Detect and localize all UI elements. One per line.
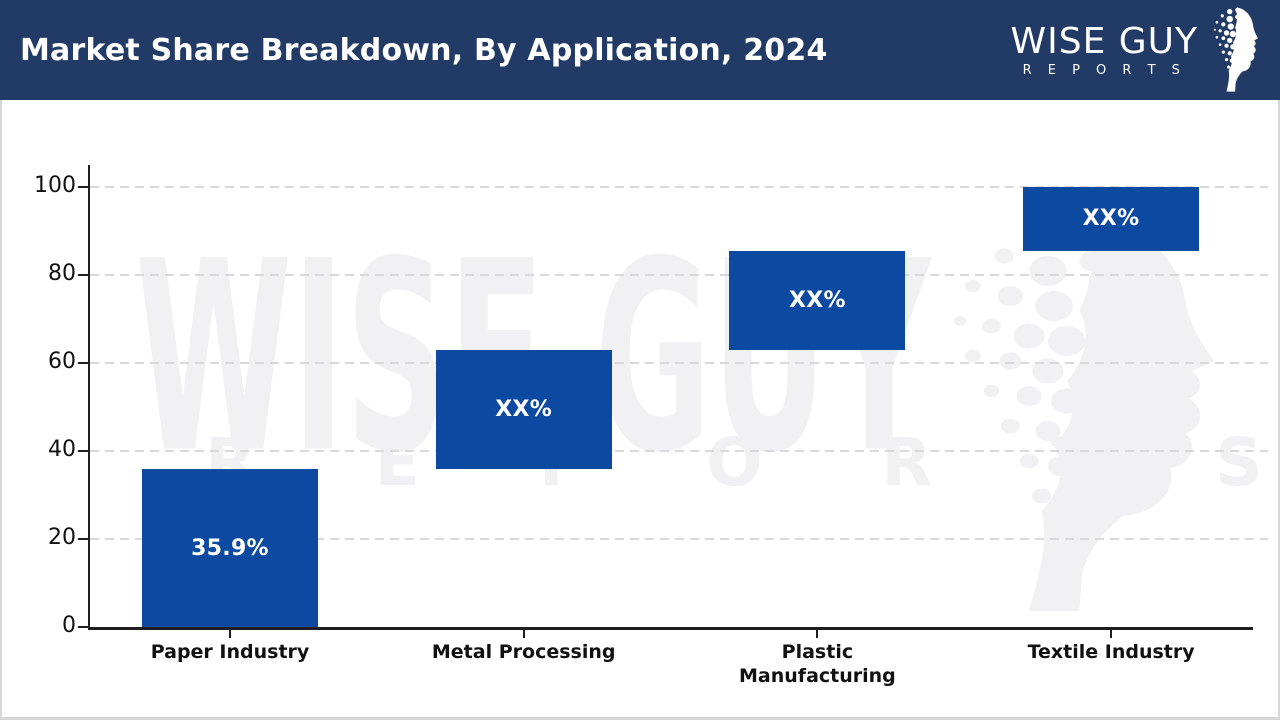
category-label-textile-industry: Textile Industry: [1027, 641, 1195, 663]
y-tick-mark: [78, 186, 88, 188]
gridline-40: [90, 450, 1268, 452]
gridline-60: [90, 362, 1268, 364]
logo-wordmark: WISE GUY: [1010, 20, 1198, 62]
logo-subtext: R E P O R T S: [1022, 62, 1186, 78]
page-border-left: [0, 100, 2, 720]
bar-value-label-metal-processing: XX%: [495, 396, 553, 422]
category-label-plastic-manufacturing: Plastic Manufacturing: [739, 641, 896, 687]
x-tick-mark: [522, 630, 525, 638]
page-title: Market Share Breakdown, By Application, …: [20, 32, 828, 68]
category-label-paper-industry: Paper Industry: [150, 641, 310, 663]
bar-textile-industry: XX%: [1023, 187, 1200, 251]
gridline-20: [90, 538, 1268, 540]
y-tick-label: 0: [62, 613, 76, 638]
y-tick-label: 40: [48, 437, 76, 462]
x-tick-mark: [229, 630, 231, 638]
header: Market Share Breakdown, By Application, …: [0, 0, 1280, 100]
bar-plastic-manufacturing: XX%: [729, 250, 906, 350]
y-tick-mark: [78, 450, 88, 452]
x-tick-mark: [816, 630, 819, 638]
bar-value-label-paper-industry: 35.9%: [191, 535, 269, 561]
gridline-100: [90, 186, 1268, 188]
y-tick-label: 100: [34, 173, 76, 198]
y-tick-label: 20: [48, 525, 76, 550]
y-tick-label: 80: [48, 261, 76, 286]
x-tick-mark: [1110, 630, 1113, 638]
y-tick-mark: [78, 538, 88, 540]
y-axis-line: [88, 165, 90, 630]
wiseguy-logo: WISE GUY R E P O R T S: [1011, 7, 1267, 93]
bar-metal-processing: XX%: [435, 349, 612, 470]
y-tick-label: 60: [48, 349, 76, 374]
bar-value-label-plastic-manufacturing: XX%: [788, 287, 846, 313]
y-tick-mark: [78, 626, 88, 628]
x-axis-line: [88, 627, 1253, 630]
page-border-right: [1278, 100, 1280, 720]
category-label-metal-processing: Metal Processing: [431, 641, 616, 663]
y-tick-mark: [78, 362, 88, 364]
bar-value-label-textile-industry: XX%: [1082, 206, 1140, 232]
dotted-head-icon: [1213, 7, 1258, 92]
page-border-bottom: [0, 717, 1280, 720]
bar-paper-industry: 35.9%: [142, 469, 318, 627]
gridline-80: [90, 274, 1268, 276]
logo-text: WISE GUY R E P O R T S: [1010, 20, 1199, 78]
y-tick-mark: [78, 274, 88, 276]
